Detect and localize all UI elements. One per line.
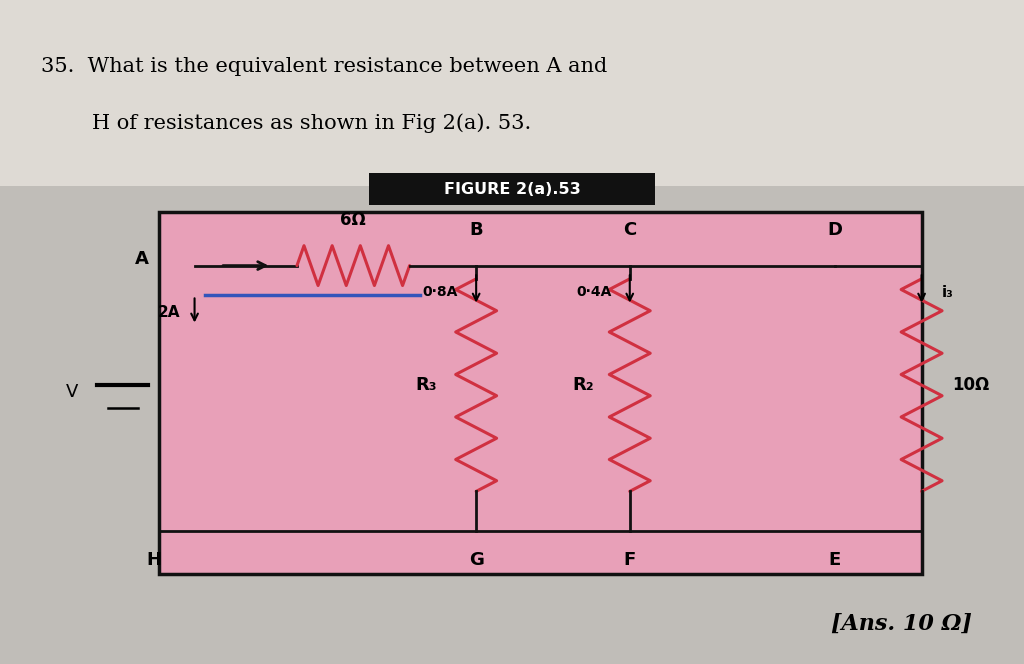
Text: i₃: i₃ — [941, 285, 953, 299]
Text: E: E — [828, 551, 841, 569]
Text: C: C — [624, 221, 636, 239]
Text: 0·4A: 0·4A — [577, 285, 611, 299]
Text: 6Ω: 6Ω — [340, 211, 367, 229]
Text: 35.  What is the equivalent resistance between A and: 35. What is the equivalent resistance be… — [41, 57, 607, 76]
Text: G: G — [469, 551, 483, 569]
Bar — [369, 173, 655, 205]
Text: V: V — [66, 382, 78, 401]
Text: H: H — [146, 551, 161, 569]
Text: 0·8A: 0·8A — [423, 285, 458, 299]
Bar — [0, 186, 1024, 664]
Text: R₃: R₃ — [416, 376, 437, 394]
Text: B: B — [469, 221, 483, 239]
Text: H of resistances as shown in Fig 2(a). 53.: H of resistances as shown in Fig 2(a). 5… — [92, 113, 531, 133]
Bar — [159, 212, 922, 574]
Text: 10Ω: 10Ω — [952, 376, 989, 394]
Text: R₂: R₂ — [572, 376, 594, 394]
Bar — [0, 0, 1024, 186]
Text: FIGURE 2(a).53: FIGURE 2(a).53 — [443, 182, 581, 197]
Text: 2A: 2A — [158, 305, 180, 319]
Text: A: A — [134, 250, 148, 268]
Text: [Ans. 10 Ω]: [Ans. 10 Ω] — [830, 613, 972, 635]
Text: D: D — [827, 221, 842, 239]
Text: F: F — [624, 551, 636, 569]
